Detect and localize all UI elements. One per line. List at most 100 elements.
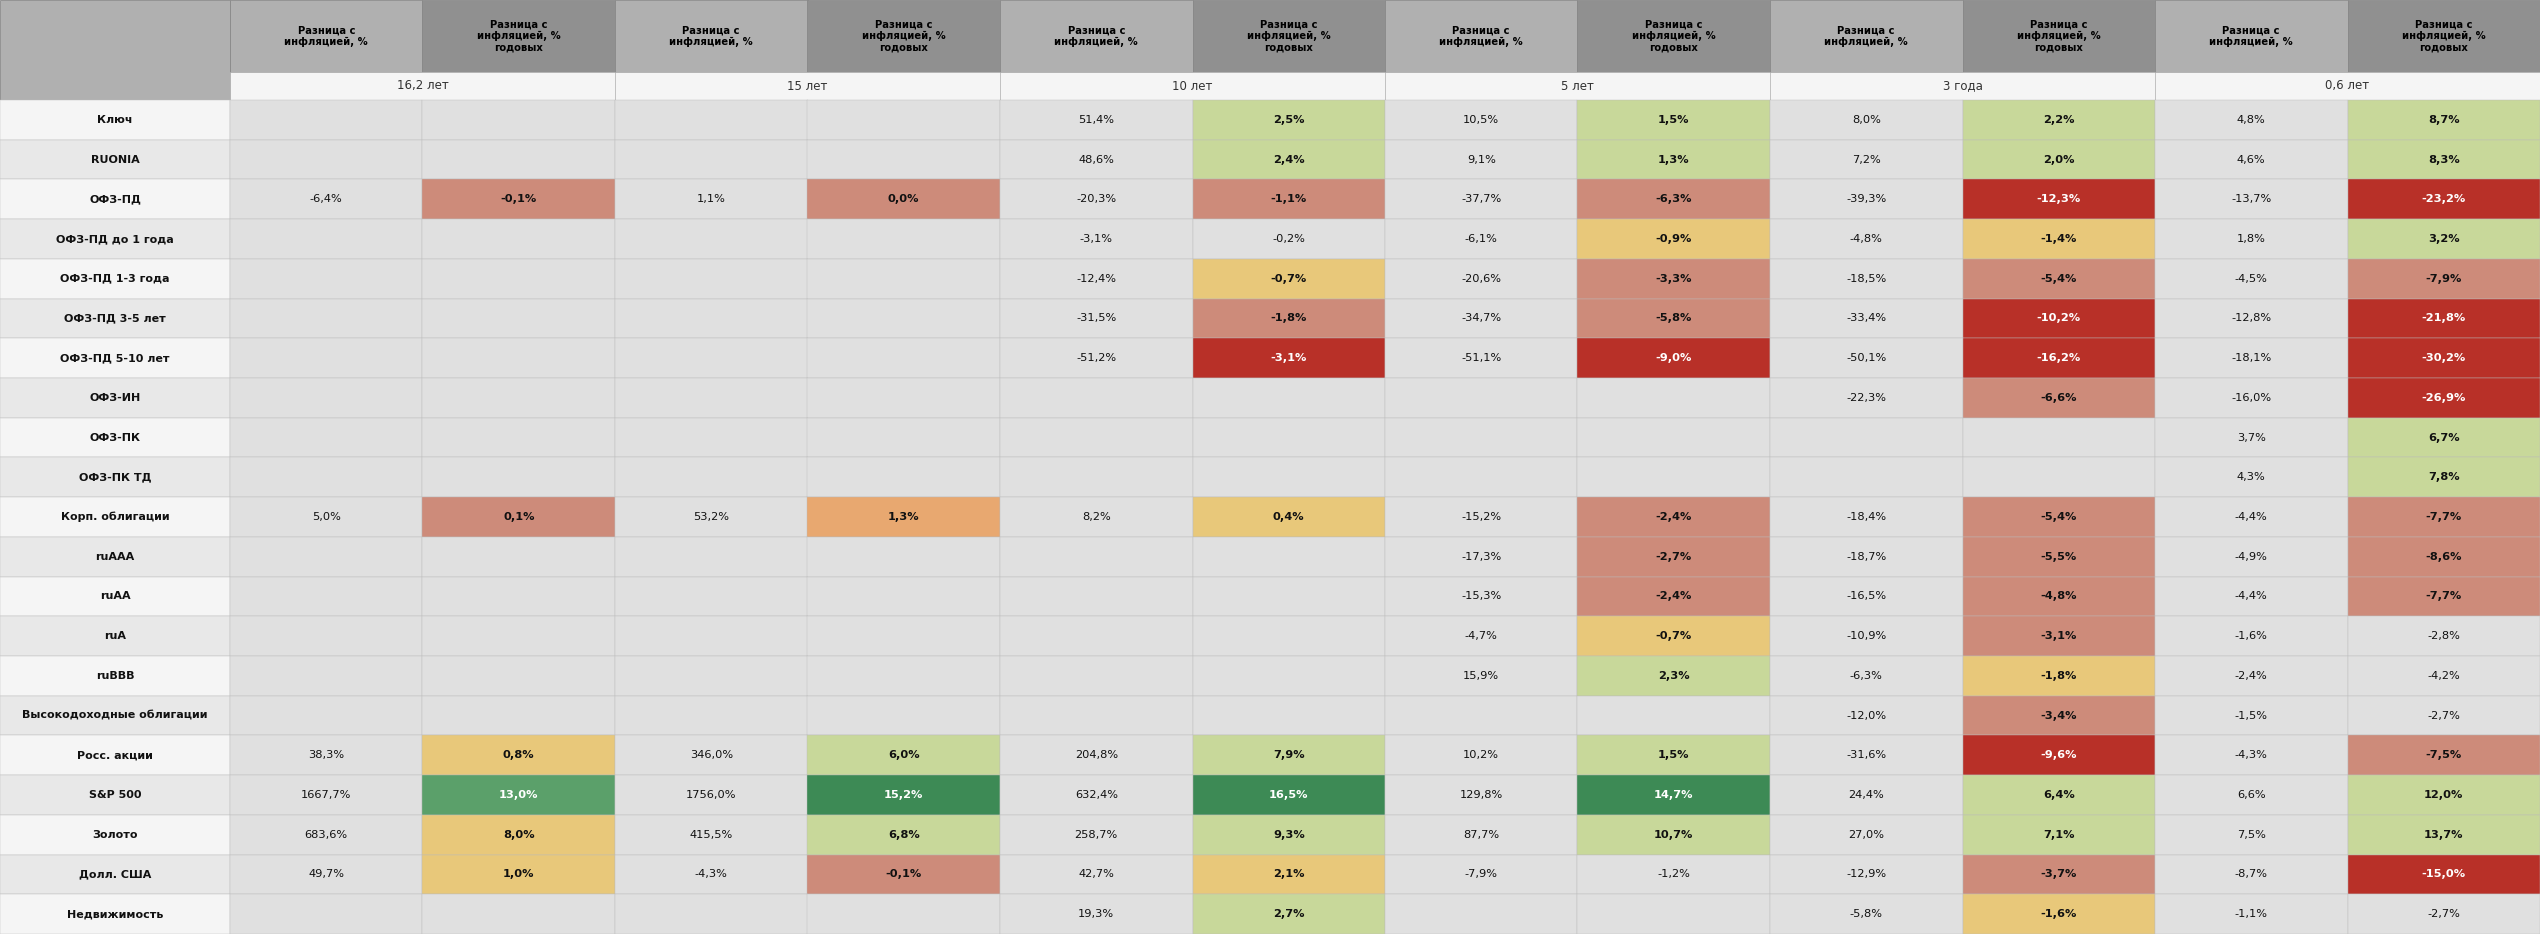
Text: Разница с
инфляцией, %
годовых: Разница с инфляцией, % годовых <box>1631 20 1715 52</box>
Text: -13,7%: -13,7% <box>2230 194 2271 205</box>
Bar <box>1384 855 1577 894</box>
Bar <box>1577 616 1770 656</box>
Bar <box>1770 259 1963 299</box>
Text: -3,1%: -3,1% <box>2040 631 2078 641</box>
Text: -1,1%: -1,1% <box>1270 194 1308 205</box>
Text: Разница с
инфляцией, %
годовых: Разница с инфляцией, % годовых <box>2403 20 2487 52</box>
Text: 2,0%: 2,0% <box>2042 154 2075 164</box>
Bar <box>1770 894 1963 934</box>
Bar <box>1577 299 1770 338</box>
Bar <box>1770 537 1963 576</box>
Bar <box>2347 775 2540 814</box>
Bar <box>1963 696 2154 735</box>
Text: 129,8%: 129,8% <box>1460 790 1504 800</box>
Text: 14,7%: 14,7% <box>1654 790 1694 800</box>
Bar <box>2347 417 2540 458</box>
Bar <box>808 735 1001 775</box>
Text: Высокодоходные облигации: Высокодоходные облигации <box>23 711 208 720</box>
Text: -1,1%: -1,1% <box>2235 909 2268 919</box>
Bar <box>1384 0 1577 72</box>
Bar <box>231 140 422 179</box>
Bar <box>422 775 615 814</box>
Text: -2,7%: -2,7% <box>1656 552 1692 561</box>
Bar <box>1001 338 1191 378</box>
Bar <box>1770 735 1963 775</box>
Bar <box>808 140 1001 179</box>
Bar <box>1963 537 2154 576</box>
Text: -12,0%: -12,0% <box>1847 711 1887 720</box>
Bar <box>0 458 231 497</box>
Text: -4,3%: -4,3% <box>696 870 726 880</box>
Text: 7,5%: 7,5% <box>2238 829 2266 840</box>
Bar <box>422 656 615 696</box>
Bar <box>615 417 808 458</box>
Bar <box>2347 140 2540 179</box>
Text: Золото: Золото <box>91 829 137 840</box>
Bar <box>2347 259 2540 299</box>
Text: 1,1%: 1,1% <box>696 194 726 205</box>
Bar <box>1963 656 2154 696</box>
Text: -8,6%: -8,6% <box>2426 552 2461 561</box>
Bar <box>231 259 422 299</box>
Text: 4,6%: 4,6% <box>2238 154 2266 164</box>
Bar <box>1577 775 1770 814</box>
Bar <box>1963 576 2154 616</box>
Bar <box>231 814 422 855</box>
Bar <box>1384 378 1577 417</box>
Bar <box>1384 775 1577 814</box>
Bar <box>1963 735 2154 775</box>
Text: ОФЗ-ПД 1-3 года: ОФЗ-ПД 1-3 года <box>61 274 170 284</box>
Bar <box>0 537 231 576</box>
Bar <box>2347 537 2540 576</box>
Bar <box>422 100 615 140</box>
Bar <box>422 458 615 497</box>
Bar <box>1770 855 1963 894</box>
Bar <box>2154 417 2347 458</box>
Bar <box>1191 259 1384 299</box>
Text: -51,1%: -51,1% <box>1460 353 1501 363</box>
Bar <box>1384 458 1577 497</box>
Text: 8,2%: 8,2% <box>1082 512 1110 522</box>
Text: 53,2%: 53,2% <box>693 512 729 522</box>
Bar <box>1384 616 1577 656</box>
Text: -9,6%: -9,6% <box>2040 750 2078 760</box>
Bar <box>808 855 1001 894</box>
Bar <box>1577 140 1770 179</box>
Text: 7,8%: 7,8% <box>2428 473 2459 482</box>
Bar <box>1963 219 2154 259</box>
Text: -30,2%: -30,2% <box>2421 353 2466 363</box>
Text: -1,8%: -1,8% <box>2040 671 2078 681</box>
Bar <box>1384 735 1577 775</box>
Bar <box>1770 814 1963 855</box>
Bar <box>1384 338 1577 378</box>
Text: -5,4%: -5,4% <box>2040 274 2078 284</box>
Bar <box>1577 696 1770 735</box>
Bar <box>422 894 615 934</box>
Bar <box>1770 378 1963 417</box>
Bar <box>615 0 808 72</box>
Bar <box>1963 0 2154 72</box>
Bar <box>615 814 808 855</box>
Text: 49,7%: 49,7% <box>307 870 345 880</box>
Text: 48,6%: 48,6% <box>1080 154 1115 164</box>
Bar <box>1770 72 2154 100</box>
Bar <box>615 775 808 814</box>
Text: 2,7%: 2,7% <box>1273 909 1306 919</box>
Text: -6,4%: -6,4% <box>310 194 343 205</box>
Text: 0,4%: 0,4% <box>1273 512 1306 522</box>
Text: -2,4%: -2,4% <box>1656 591 1692 601</box>
Text: -4,2%: -4,2% <box>2428 671 2461 681</box>
Text: -12,4%: -12,4% <box>1077 274 1115 284</box>
Bar <box>1384 417 1577 458</box>
Text: -10,9%: -10,9% <box>1847 631 1887 641</box>
Bar <box>2347 299 2540 338</box>
Bar <box>231 696 422 735</box>
Bar <box>808 259 1001 299</box>
Text: 2,4%: 2,4% <box>1273 154 1306 164</box>
Text: 1667,7%: 1667,7% <box>302 790 351 800</box>
Bar <box>1384 299 1577 338</box>
Bar <box>1001 735 1191 775</box>
Text: 15 лет: 15 лет <box>787 79 828 92</box>
Bar <box>2154 72 2540 100</box>
Bar <box>1191 696 1384 735</box>
